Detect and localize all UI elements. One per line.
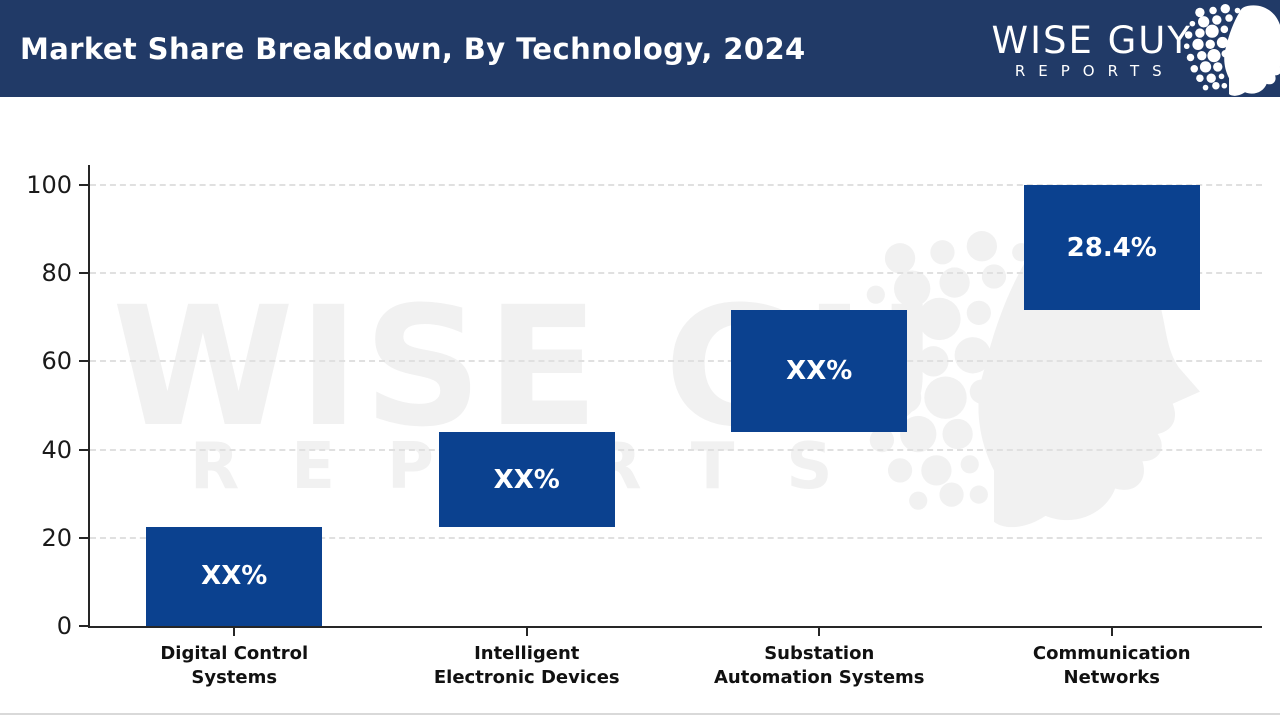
bar-value-label: XX%	[493, 464, 560, 495]
y-tick-label: 100	[26, 171, 72, 199]
logo-wordmark: WISE GUY	[991, 19, 1192, 62]
y-tickmark	[79, 272, 88, 275]
x-tickmark	[1110, 628, 1113, 636]
logo-text: WISE GUY REPORTS	[992, 22, 1192, 80]
y-tickmark	[79, 448, 88, 451]
header-bar: Market Share Breakdown, By Technology, 2…	[0, 0, 1280, 97]
y-gridline	[90, 360, 1262, 363]
footer-divider	[0, 713, 1280, 715]
y-tickmark	[79, 184, 88, 186]
category-label: Digital Control Systems	[160, 643, 309, 689]
logo: WISE GUY REPORTS	[992, 0, 1280, 97]
y-gridline	[90, 448, 1262, 451]
logo-head-icon	[1183, 3, 1280, 96]
category-label: Communication Networks	[1032, 643, 1191, 689]
bar-value-label: XX%	[201, 561, 268, 592]
y-tick-label: 40	[41, 435, 72, 464]
y-gridline	[90, 184, 1262, 186]
x-axis	[88, 626, 1262, 628]
bar-value-label: 28.4%	[1066, 232, 1157, 263]
x-tickmark	[233, 628, 236, 636]
category-label: Substation Automation Systems	[713, 643, 925, 689]
y-gridline	[90, 272, 1262, 275]
y-tickmark	[79, 536, 88, 539]
bar-segment	[438, 432, 615, 527]
y-tickmark	[79, 625, 88, 627]
x-tickmark	[818, 628, 821, 636]
y-axis	[88, 165, 90, 628]
category-label: Intelligent Electronic Devices	[433, 643, 620, 689]
y-tick-label: 80	[41, 259, 72, 288]
y-gridline	[90, 536, 1262, 539]
x-tickmark	[525, 628, 528, 636]
bar-segment	[1023, 185, 1200, 311]
y-tick-label: 20	[41, 523, 72, 552]
y-tick-label: 60	[41, 347, 72, 376]
page-title: Market Share Breakdown, By Technology, 2…	[20, 31, 806, 66]
logo-subtitle: REPORTS	[1014, 62, 1175, 80]
y-tick-label: 0	[56, 612, 72, 640]
bar-value-label: XX%	[786, 356, 853, 387]
bar-segment	[146, 526, 323, 626]
y-tickmark	[79, 360, 88, 363]
bar-segment	[731, 310, 908, 433]
